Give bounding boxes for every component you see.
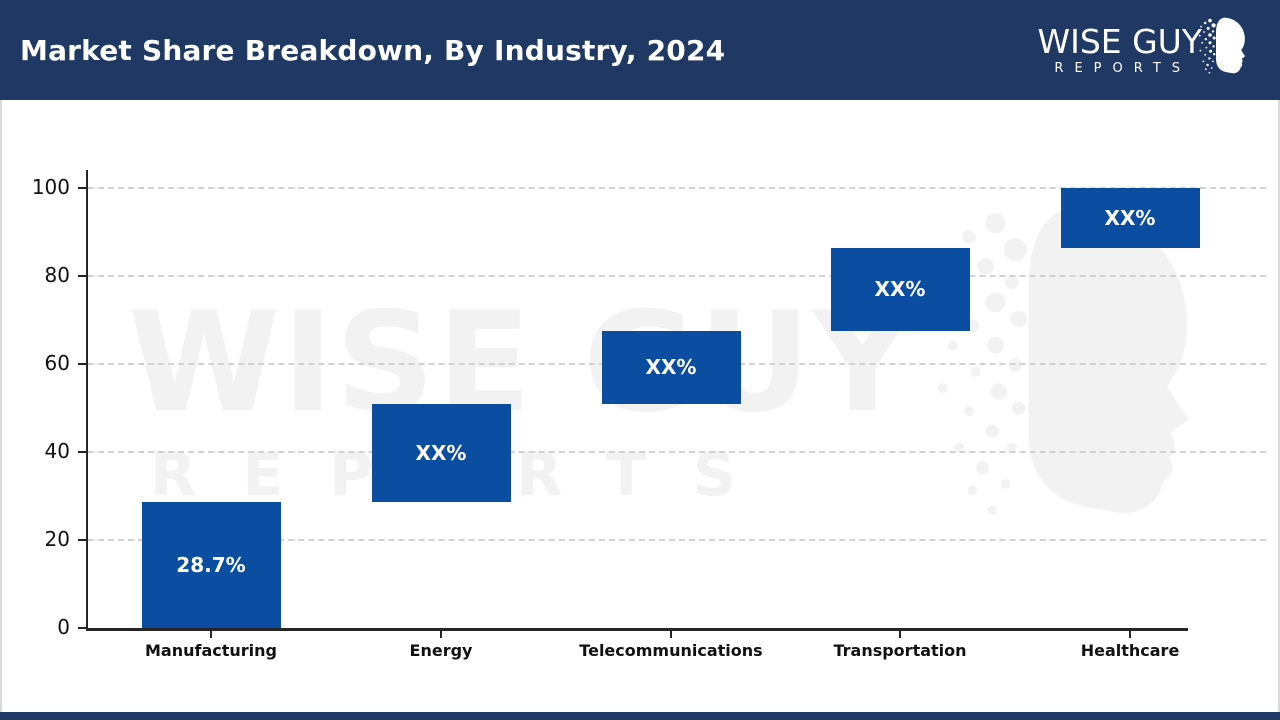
brand-logo: WISE GUY REPORTS [1037, 14, 1262, 86]
bar-value-label: 28.7% [176, 552, 246, 577]
brand-logo-text: WISE GUY REPORTS [1037, 21, 1202, 76]
y-tick-80 [78, 275, 86, 277]
x-tick-4 [1129, 630, 1131, 638]
y-tick-0 [78, 627, 86, 629]
y-tick-label-40: 40 [44, 439, 70, 463]
header-bar: Market Share Breakdown, By Industry, 202… [0, 0, 1280, 100]
page-title: Market Share Breakdown, By Industry, 202… [20, 33, 726, 67]
bar-value-label: XX% [1104, 205, 1156, 230]
gridline-80 [88, 275, 1266, 277]
bar-value-label: XX% [645, 355, 697, 380]
brand-name: WISE GUY [1037, 21, 1202, 61]
y-tick-label-20: 20 [44, 527, 70, 551]
bar-telecommunications: XX% [601, 331, 741, 404]
y-tick-20 [78, 539, 86, 541]
y-tick-40 [78, 451, 86, 453]
y-tick-60 [78, 363, 86, 365]
x-category-label: Manufacturing [145, 641, 277, 660]
brand-face-icon [1198, 17, 1246, 74]
x-tick-1 [440, 630, 442, 638]
bar-energy: XX% [371, 403, 511, 502]
gridline-40 [88, 451, 1266, 453]
y-tick-100 [78, 187, 86, 189]
bar-value-label: XX% [874, 277, 926, 302]
x-category-label: Energy [409, 641, 473, 660]
page-border-left [0, 100, 2, 712]
y-tick-label-60: 60 [44, 351, 70, 375]
bar-transportation: XX% [830, 247, 970, 331]
gridline-20 [88, 539, 1266, 541]
y-tick-label-100: 100 [31, 175, 70, 199]
x-tick-2 [670, 630, 672, 638]
y-tick-label-80: 80 [44, 263, 70, 287]
x-category-label: Transportation [833, 641, 967, 660]
x-axis-line [86, 628, 1188, 631]
x-category-label: Healthcare [1080, 641, 1180, 660]
bar-healthcare: XX% [1060, 188, 1200, 248]
brand-subtitle: REPORTS [1054, 60, 1192, 76]
bar-value-label: XX% [415, 440, 467, 465]
page-border-right [1278, 100, 1280, 712]
watermark-text: WISE GUY [128, 282, 915, 443]
x-tick-0 [210, 630, 212, 638]
gridline-100 [88, 187, 1266, 189]
footer-bar [0, 712, 1280, 720]
y-tick-label-0: 0 [57, 615, 70, 639]
x-category-label: Telecommunications [579, 641, 763, 660]
x-tick-3 [899, 630, 901, 638]
bar-manufacturing: 28.7% [141, 501, 281, 628]
y-axis-line [86, 170, 88, 631]
